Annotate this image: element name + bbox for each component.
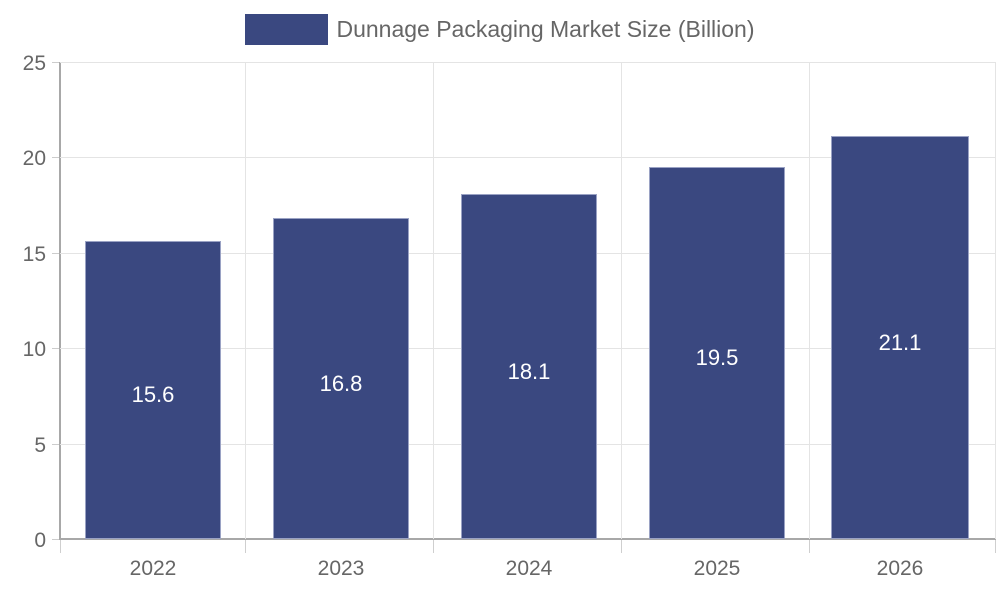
gridline-vertical-3 [621, 62, 622, 539]
y-tick-label-5: 5 [34, 434, 46, 457]
x-tick-mark-5 [995, 540, 996, 553]
y-tick-mark-0 [52, 539, 59, 540]
y-tick-label-10: 10 [22, 338, 46, 361]
plot-area: 15.6 16.8 18.1 19.5 21.1 [60, 62, 996, 539]
x-tick-mark-1 [245, 540, 246, 553]
bar-2024[interactable] [461, 194, 597, 539]
x-tick-label-2026: 2026 [876, 557, 924, 580]
x-tick-label-2023: 2023 [317, 557, 365, 580]
bar-value-2024: 18.1 [507, 359, 551, 384]
bar-value-2025: 19.5 [695, 345, 739, 370]
chart-legend: Dunnage Packaging Market Size (Billion) [0, 0, 1000, 58]
y-tick-mark-15 [52, 253, 59, 254]
y-axis-line [59, 62, 61, 540]
x-tick-label-2025: 2025 [693, 557, 741, 580]
legend-color-swatch-icon [245, 13, 329, 45]
y-tick-mark-20 [52, 157, 59, 158]
gridline-vertical-4 [809, 62, 810, 539]
x-tick-label-2022: 2022 [129, 557, 177, 580]
bar-value-2026: 21.1 [878, 330, 922, 355]
legend-label: Dunnage Packaging Market Size (Billion) [336, 15, 755, 42]
gridline-vertical-1 [245, 62, 246, 539]
gridline-horizontal-25 [60, 62, 996, 63]
legend-item-dunnage-packaging-market-size[interactable]: Dunnage Packaging Market Size (Billion) [245, 13, 755, 45]
x-axis-line [60, 538, 996, 540]
y-tick-label-25: 25 [22, 52, 46, 75]
bar-value-2022: 15.6 [131, 382, 175, 407]
y-tick-label-20: 20 [22, 147, 46, 170]
y-tick-label-15: 15 [22, 243, 46, 266]
gridline-horizontal-20 [60, 157, 996, 158]
x-tick-mark-3 [621, 540, 622, 553]
bar-2026[interactable] [831, 136, 969, 539]
x-tick-mark-4 [809, 540, 810, 553]
bar-2025[interactable] [649, 167, 785, 539]
gridline-vertical-2 [433, 62, 434, 539]
y-tick-mark-25 [52, 62, 59, 63]
x-tick-mark-2 [433, 540, 434, 553]
bar-2022[interactable] [85, 241, 221, 539]
x-tick-label-2024: 2024 [505, 557, 553, 580]
y-tick-mark-5 [52, 444, 59, 445]
y-tick-label-0: 0 [34, 529, 46, 552]
bar-2023[interactable] [273, 218, 409, 539]
x-tick-mark-0 [60, 540, 61, 553]
gridline-vertical-5 [995, 62, 996, 539]
bar-value-2023: 16.8 [319, 371, 363, 396]
y-tick-mark-10 [52, 348, 59, 349]
